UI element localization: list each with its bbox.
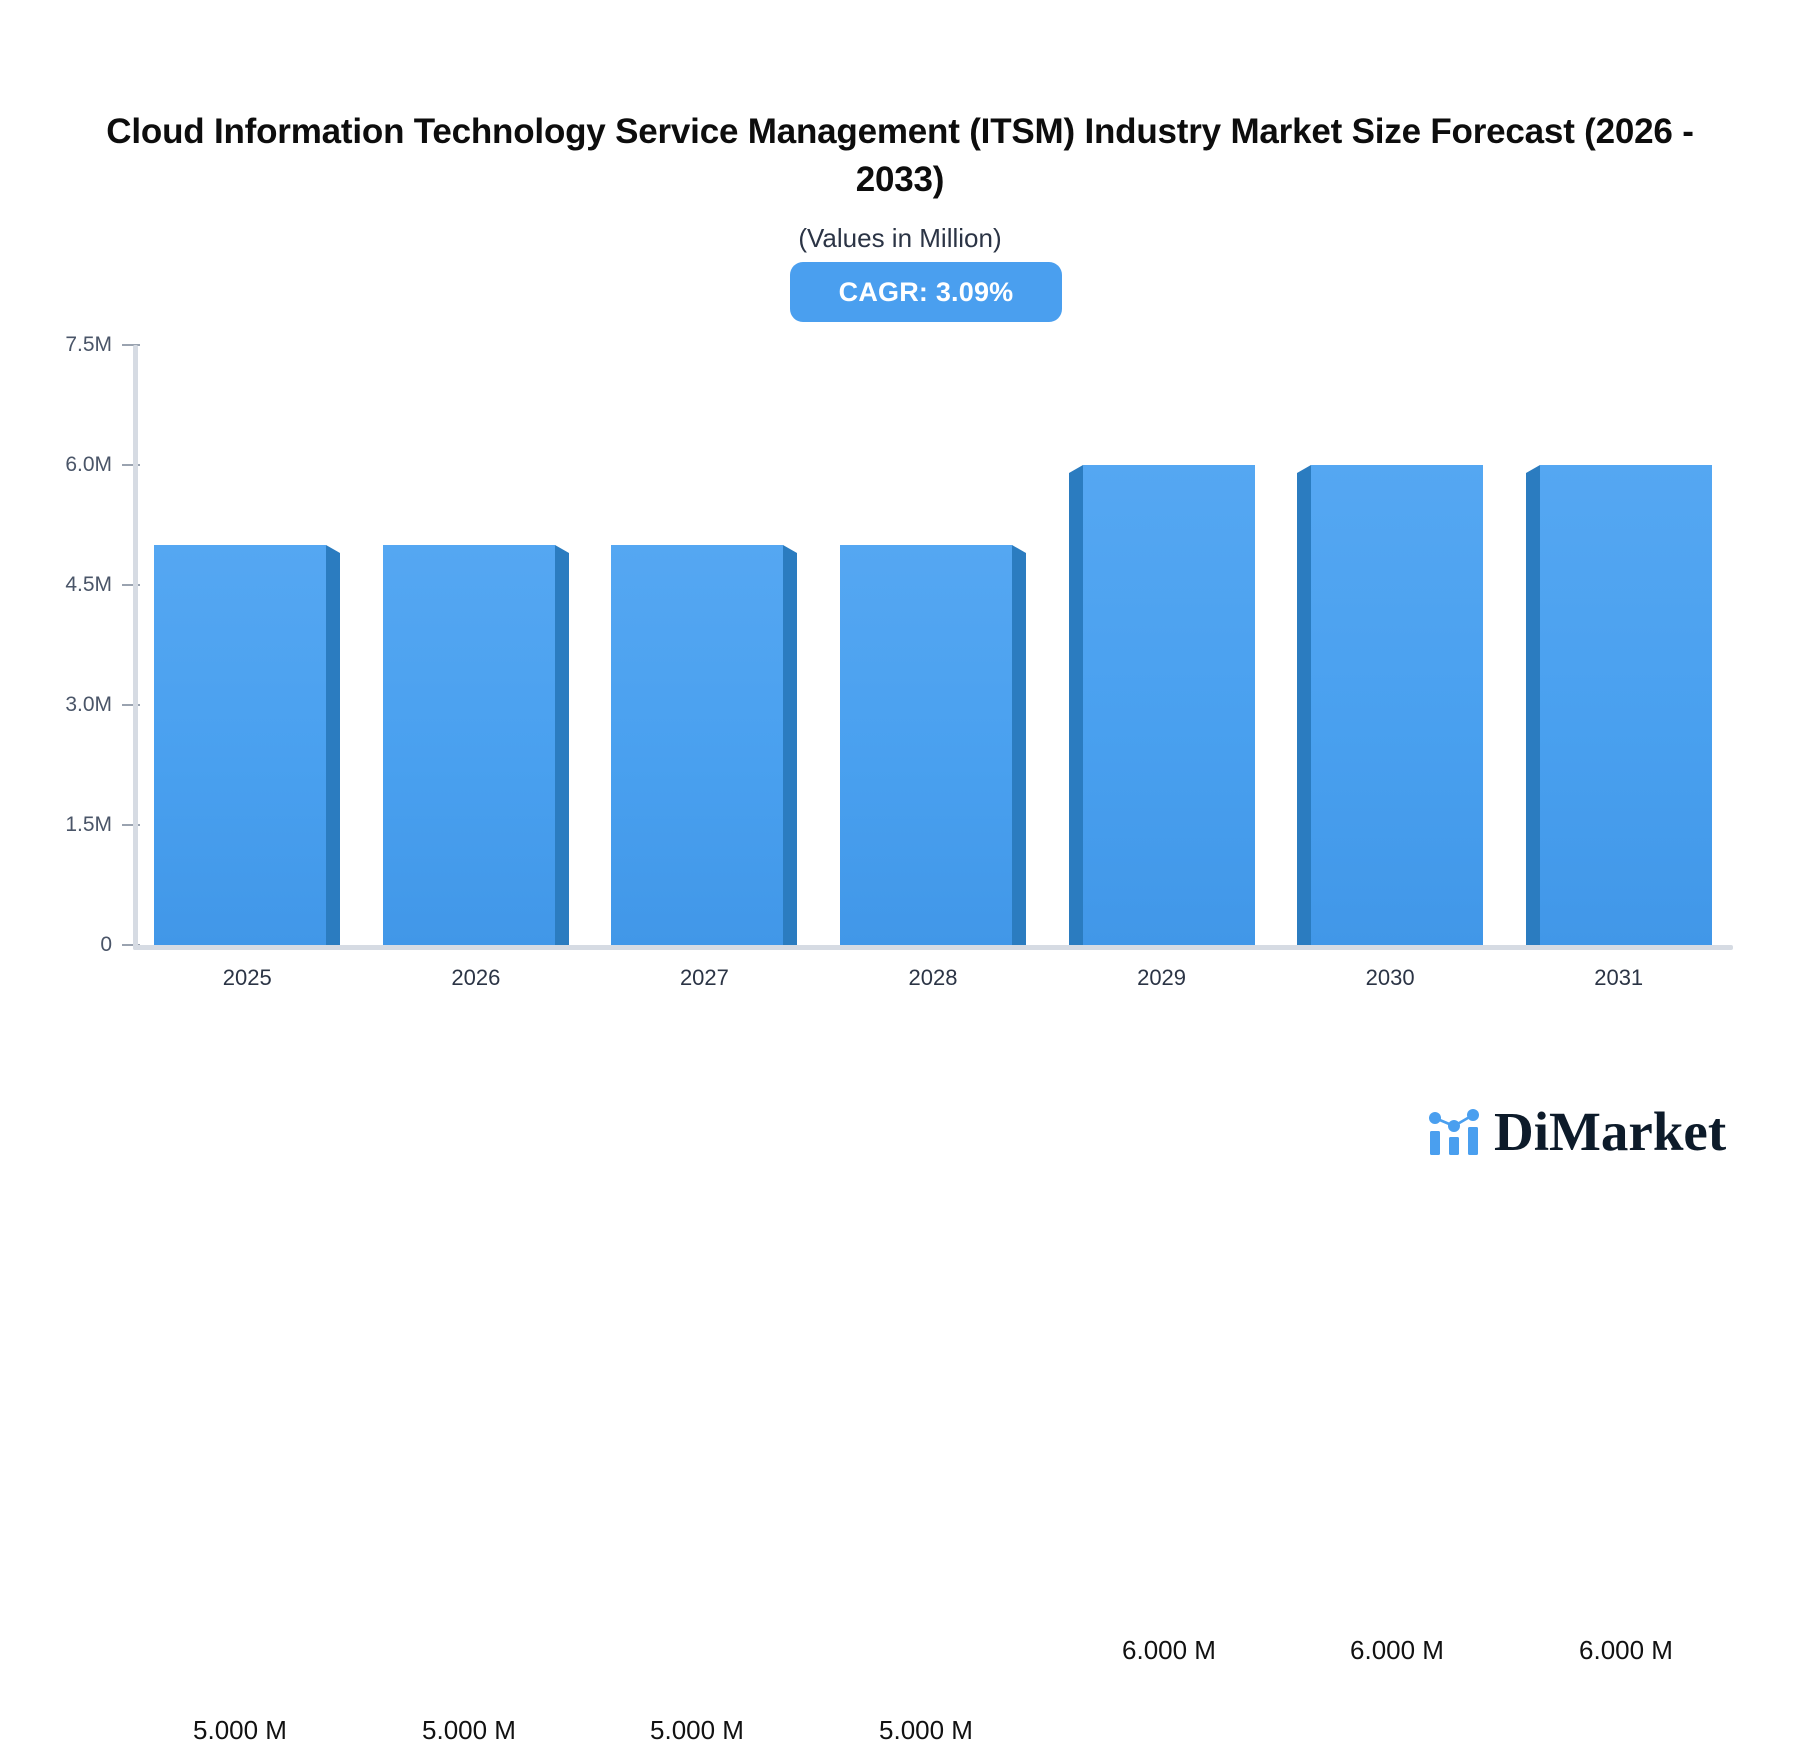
y-axis-tick-mark [122,704,140,706]
bar-face[interactable] [1083,465,1255,945]
brand-logo: DiMarket [1428,1104,1726,1159]
bar-value-label: 5.000 M [650,1715,744,1745]
x-axis-label-2030: 2030 [1365,965,1415,990]
bar-face[interactable] [840,545,1012,945]
bar-value-label: 6.000 M [1350,1635,1444,1665]
bar-3d-cap [1012,545,1026,553]
y-axis-tick-mark [122,584,140,586]
x-axis-label-2028: 2028 [908,965,958,990]
bar-value-label: 6.000 M [1122,1635,1216,1665]
cagr-badge-label: CAGR: 3.09% [838,276,1014,307]
bar-face[interactable] [611,545,783,945]
y-axis-tick-label: 4.5M [65,573,112,596]
bar-face[interactable] [1311,465,1483,945]
bar-series: 5.000 M 2025 5.000 M 2026 5.000 M 2027 5.000 M… [154,465,1712,1745]
y-axis-line [133,345,138,950]
cagr-badge: CAGR: 3.09% [790,262,1062,322]
y-axis-tick-mark [122,824,140,826]
bar-value-label: 5.000 M [879,1715,973,1745]
bar-3d-side [1012,553,1026,945]
bar-face[interactable] [1540,465,1712,945]
y-axis-tick-label: 1.5M [65,813,112,836]
y-axis-tick-label: 0 [100,933,112,956]
y-axis-tick-mark [122,944,140,946]
x-axis-line [133,945,1733,950]
bar-chart-icon [1429,1108,1479,1155]
bar-value-label: 5.000 M [422,1715,516,1745]
bar-3d-side [326,553,340,945]
bar-3d-side [1069,473,1083,945]
x-axis-label-2031: 2031 [1594,965,1644,990]
x-axis-label-2025: 2025 [222,965,272,990]
bar-3d-cap [326,545,340,553]
bar-3d-cap [783,545,797,553]
x-axis-label-2026: 2026 [451,965,501,990]
bar-value-label: 5.000 M [193,1715,287,1745]
bar-3d-side [1526,473,1540,945]
x-axis-label-2029: 2029 [1137,965,1187,990]
brand-name: DiMarket [1494,1101,1727,1162]
bar-3d-cap [1297,465,1311,473]
chart-header: Cloud Information Technology Service Man… [0,0,1800,254]
page-title: Cloud Information Technology Service Man… [106,112,1694,200]
y-axis-tick-mark [122,464,140,466]
bar-face[interactable] [154,545,326,945]
y-axis-tick-label: 3.0M [65,693,112,716]
bar-face[interactable] [383,545,555,945]
bar-3d-side [1297,473,1311,945]
y-axis: 0 1.5M 3.0M 4.5M 6.0M 7.5M [0,0,140,1212]
y-axis-tick-mark [122,344,140,346]
x-axis-label-2027: 2027 [679,965,729,990]
bar-3d-cap [1069,465,1083,473]
y-axis-tick-label: 6.0M [65,453,112,476]
chart-plot-area: 0 1.5M 3.0M 4.5M 6.0M 7.5M 5.000 M 2025 5.000 M… [0,0,1733,1745]
bar-3d-cap [1526,465,1540,473]
bar-3d-cap [555,545,569,553]
chart-subtitle: (Values in Million) [798,222,1002,253]
bar-value-label: 6.000 M [1579,1635,1673,1665]
y-axis-tick-label: 7.5M [65,333,112,356]
bar-3d-side [783,553,797,945]
bar-3d-side [555,553,569,945]
